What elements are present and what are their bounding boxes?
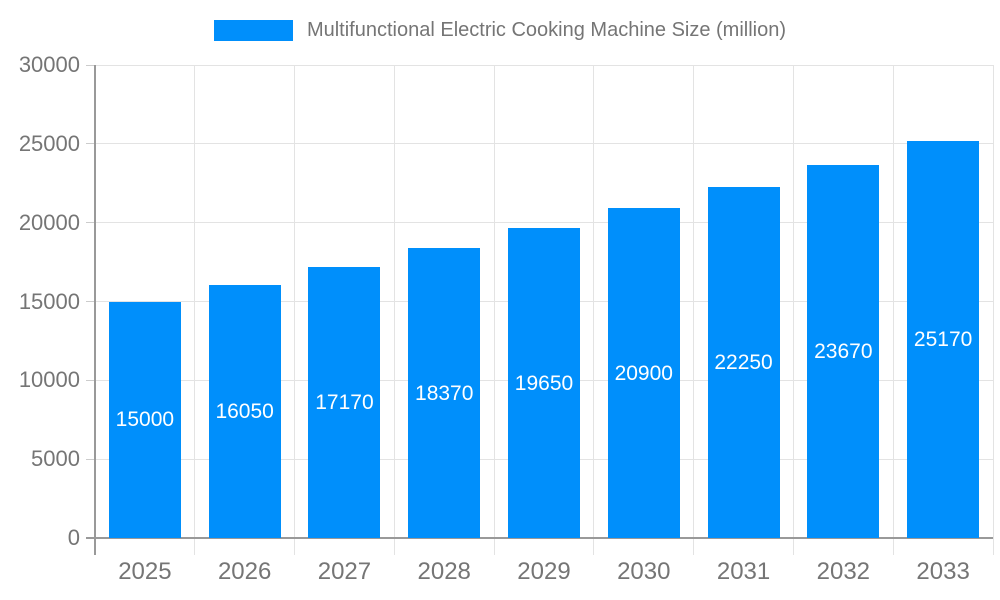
y-axis-tick-label: 5000 [31, 446, 80, 472]
bar-value-label: 15000 [115, 408, 175, 432]
y-axis-tick-label: 20000 [18, 209, 80, 235]
gridline-vertical [693, 65, 695, 555]
gridline-vertical [493, 65, 495, 555]
bar [408, 248, 481, 538]
bar [108, 301, 181, 538]
legend: Multifunctional Electric Cooking Machine… [0, 18, 1000, 42]
bar-value-label: 20900 [614, 361, 673, 385]
bar-value-label: 19650 [514, 371, 574, 395]
x-axis-tick-label: 2025 [118, 558, 172, 585]
gridline-vertical [792, 65, 794, 555]
bar [807, 164, 880, 538]
gridline-vertical [892, 65, 894, 555]
bar-value-label: 16050 [215, 399, 274, 423]
y-axis-tick [86, 143, 95, 145]
bar-value-label: 23670 [814, 339, 873, 363]
legend-label: Multifunctional Electric Cooking Machine… [306, 19, 787, 41]
x-axis-tick-label: 2033 [916, 558, 970, 585]
x-axis-tick-label: 2032 [816, 558, 871, 585]
gridline-vertical [194, 65, 196, 555]
bar [907, 141, 980, 538]
legend-swatch [213, 19, 293, 41]
y-axis-tick-label: 15000 [18, 288, 80, 314]
x-axis-tick-label: 2029 [517, 558, 571, 585]
y-axis-line [94, 65, 96, 555]
x-axis-tick-label: 2026 [217, 558, 272, 585]
bar [707, 187, 780, 538]
bar [208, 284, 281, 538]
y-axis-tick [86, 64, 95, 66]
bar-value-label: 25170 [913, 328, 973, 352]
bar-value-label: 22250 [714, 351, 773, 375]
y-axis-tick [86, 458, 95, 460]
x-axis-line [86, 537, 993, 539]
y-axis-tick-label: 30000 [18, 52, 80, 77]
bar-value-label: 17170 [315, 391, 374, 415]
x-axis-tick-label: 2027 [317, 558, 372, 585]
gridline-vertical [294, 65, 296, 555]
gridline-vertical [393, 65, 395, 555]
y-axis-tick-label: 0 [67, 525, 80, 550]
bar-value-label: 18370 [415, 381, 474, 405]
gridline-vertical [992, 65, 994, 555]
y-axis-tick [86, 301, 95, 302]
y-axis-tick-label: 25000 [18, 130, 80, 156]
gridline-vertical [593, 65, 595, 555]
bar [508, 228, 580, 538]
gridline-horizontal [95, 64, 993, 66]
x-axis-tick-label: 2030 [617, 558, 671, 585]
bar [607, 208, 680, 538]
x-axis-tick-label: 2028 [417, 558, 471, 585]
x-axis-tick-label: 2031 [716, 558, 771, 585]
gridline-horizontal [95, 222, 993, 224]
y-axis-tick-label: 10000 [18, 367, 80, 393]
y-axis-tick [86, 222, 95, 224]
y-axis-tick [86, 379, 95, 381]
bar [308, 267, 381, 538]
gridline-horizontal [95, 143, 993, 145]
